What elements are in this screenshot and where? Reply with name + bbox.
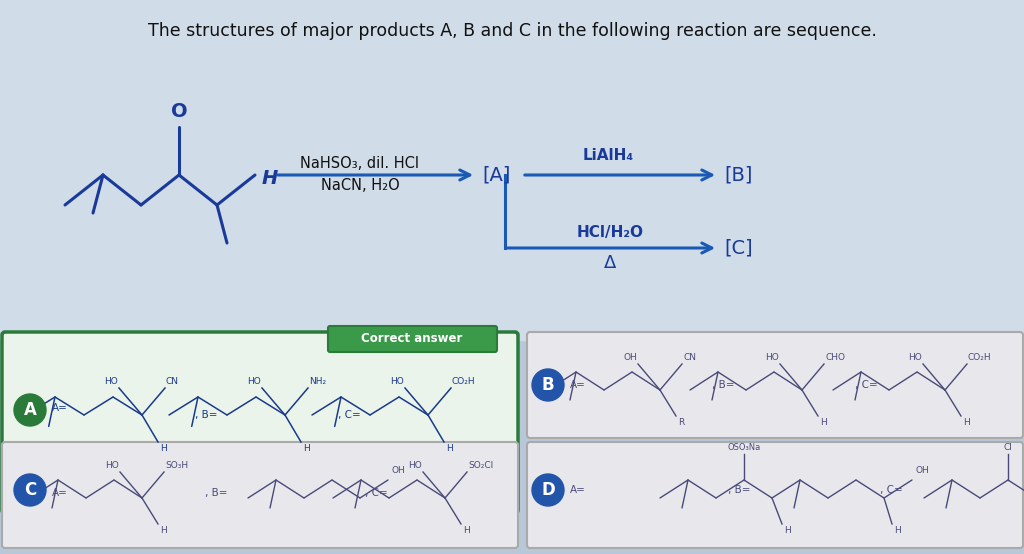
Text: OSO₃Na: OSO₃Na [727,443,761,452]
Text: H: H [463,526,470,535]
FancyBboxPatch shape [527,332,1023,438]
FancyBboxPatch shape [527,442,1023,548]
Text: H: H [160,444,167,453]
Circle shape [532,474,564,506]
Text: A: A [24,401,37,419]
Text: HO: HO [105,461,119,470]
Text: HCl/H₂O: HCl/H₂O [577,225,643,240]
Text: H: H [446,444,453,453]
Text: C: C [24,481,36,499]
Text: , B=: , B= [205,488,227,498]
Text: , B=: , B= [712,380,734,390]
FancyBboxPatch shape [2,332,518,513]
Text: Correct answer: Correct answer [361,332,463,346]
Text: H: H [963,418,970,427]
Text: H: H [784,526,791,535]
Text: [B]: [B] [724,166,753,184]
Text: HO: HO [765,353,779,362]
Text: HO: HO [409,461,422,470]
Text: H: H [262,168,279,187]
Text: D: D [541,481,555,499]
Text: A=: A= [52,403,68,413]
Text: , C=: , C= [365,488,388,498]
Text: H: H [820,418,826,427]
Text: CO₂H: CO₂H [452,377,475,386]
Text: OH: OH [915,466,929,475]
Circle shape [14,474,46,506]
Text: [A]: [A] [482,166,510,184]
Text: HO: HO [908,353,922,362]
Text: HO: HO [247,377,261,386]
Text: HO: HO [390,377,404,386]
Text: HO: HO [104,377,118,386]
Text: CO₂H: CO₂H [968,353,991,362]
Text: The structures of major products A, B and C in the following reaction are sequen: The structures of major products A, B an… [147,22,877,40]
Text: , C=: , C= [338,410,360,420]
Text: [C]: [C] [724,239,753,258]
Text: A=: A= [570,485,586,495]
Text: CHO: CHO [825,353,845,362]
Text: H: H [894,526,901,535]
Circle shape [14,394,46,426]
Text: LiAlH₄: LiAlH₄ [583,147,634,162]
Text: NaCN, H₂O: NaCN, H₂O [321,177,399,192]
Text: Cl: Cl [1004,443,1013,452]
Text: O: O [171,102,187,121]
Text: B: B [542,376,554,394]
Text: , C=: , C= [855,380,878,390]
Text: , B=: , B= [195,410,217,420]
FancyBboxPatch shape [2,442,518,548]
Text: SO₂Cl: SO₂Cl [468,461,494,470]
FancyBboxPatch shape [328,326,497,352]
Text: A=: A= [52,488,68,498]
Text: SO₃H: SO₃H [165,461,188,470]
Text: R: R [678,418,684,427]
Text: CN: CN [683,353,696,362]
Text: OH: OH [624,353,637,362]
Text: NaHSO₃, dil. HCl: NaHSO₃, dil. HCl [300,156,420,171]
Text: Δ: Δ [604,254,616,272]
Text: H: H [303,444,309,453]
Text: OH: OH [391,466,404,475]
Text: A=: A= [570,380,586,390]
Text: , B=: , B= [728,485,751,495]
Bar [0,0,1024,340]
Circle shape [532,369,564,401]
Text: CN: CN [166,377,179,386]
Text: H: H [160,526,167,535]
Text: , C=: , C= [880,485,903,495]
Text: NH₂: NH₂ [309,377,326,386]
